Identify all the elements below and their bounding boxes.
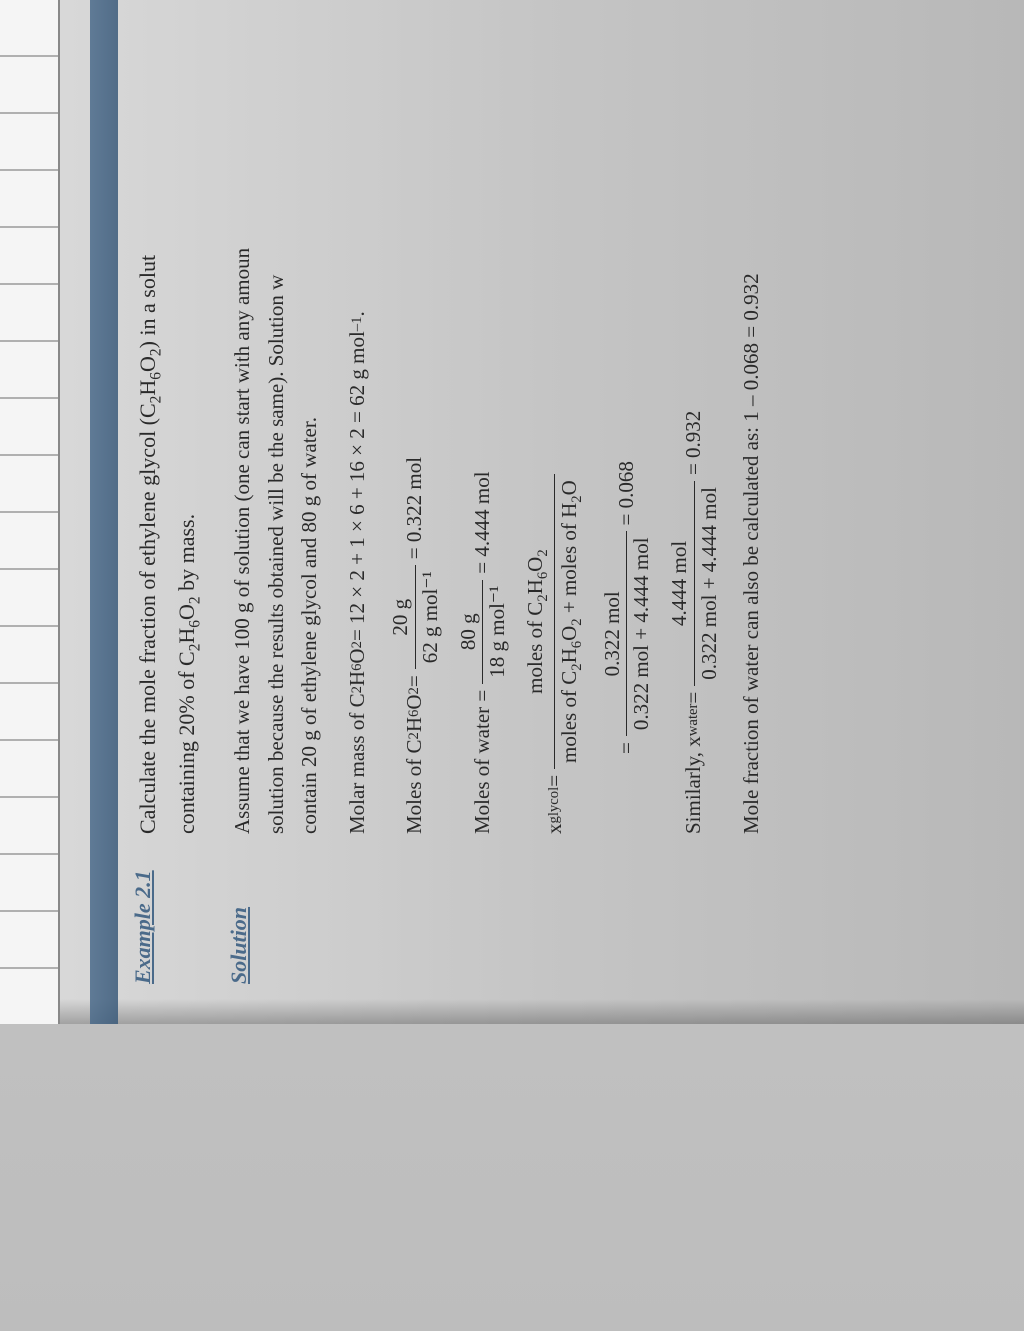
sub: 2 <box>569 495 585 502</box>
sub: 2 <box>535 549 551 556</box>
fraction-x-water: 4.444 mol 0.322 mol + 4.444 mol <box>667 481 720 686</box>
den-a: moles of C <box>557 671 581 763</box>
moles-glycol-line: Moles of C2H6O2 = 20 g 62 g mol⁻¹ = 0.32… <box>388 0 441 834</box>
fraction-water-moles: 80 g 18 g mol⁻¹ <box>456 580 509 684</box>
sub: 2 <box>569 618 585 625</box>
notebook-ruled-edge <box>0 0 60 1024</box>
num: 4.444 mol <box>667 535 693 632</box>
assume-line2: solution because the results obtained wi… <box>260 0 294 834</box>
sub-2c: 2 <box>186 644 203 652</box>
sub: 2 <box>535 594 551 601</box>
x-glycol-def-line: xglycol = moles of C2H6O2 moles of C2H6O… <box>523 0 586 834</box>
fraction-x-glycol-val: 0.322 mol 0.322 mol + 4.444 mol <box>600 531 653 736</box>
x-glycol-val-line: = 0.322 mol 0.322 mol + 4.444 mol = 0.06… <box>600 0 653 834</box>
x-water-a: Similarly, x <box>677 736 711 834</box>
num: moles of C2H6O2 <box>523 543 554 700</box>
sub-2b: 2 <box>147 348 164 356</box>
num-a: moles of C <box>523 602 547 694</box>
x-lhs: x <box>538 824 572 835</box>
moles-water-res: = 4.444 mol <box>466 471 500 573</box>
x-water-sub: water <box>682 704 706 737</box>
problem-line2-a: containing 20% of C <box>174 651 199 834</box>
sub-2d: 2 <box>186 596 203 604</box>
example-block: Example 2.1 Calculate the mole fraction … <box>130 0 208 984</box>
x-sub: glycol <box>543 787 567 824</box>
sub: 2 <box>346 641 370 648</box>
eq: = <box>398 675 432 687</box>
sub: 6 <box>403 710 427 717</box>
sub: 6 <box>346 664 370 671</box>
assume-line3: contain 20 g of ethylene glycol and 80 g… <box>293 0 327 834</box>
eq: = <box>677 692 711 704</box>
molar-a: Molar mass of C <box>341 693 375 834</box>
heading-bar <box>90 0 118 1024</box>
num: 0.322 mol <box>600 585 626 682</box>
sub: 2 <box>346 686 370 693</box>
problem-line1-b: ) in a solut <box>135 255 160 349</box>
sub: 6 <box>569 641 585 648</box>
solution-block: Solution Assume that we have 100 g of so… <box>226 0 782 984</box>
fraction-x-glycol-def: moles of C2H6O2 moles of C2H6O2 + moles … <box>523 474 586 769</box>
num: 80 g <box>456 607 482 656</box>
solution-label: Solution <box>226 834 252 984</box>
x-water-res: = 0.932 <box>677 411 711 475</box>
moles-water-line: Moles of water = 80 g 18 g mol⁻¹ = 4.444… <box>456 0 509 834</box>
example-label: Example 2.1 <box>130 834 156 984</box>
sub: 2 <box>403 732 427 739</box>
sub: 6 <box>535 572 551 579</box>
den: 0.322 mol + 4.444 mol <box>694 481 721 686</box>
sub: 2 <box>403 687 427 694</box>
moles-water-a: Moles of water = <box>466 690 500 834</box>
problem-line1-a: Calculate the mole fraction of ethylene … <box>135 403 160 834</box>
den: 62 g mol⁻¹ <box>415 565 442 669</box>
sub: 2 <box>569 663 585 670</box>
x-glycol-res: = 0.068 <box>610 461 644 525</box>
den: moles of C2H6O2 + moles of H2O <box>554 474 586 769</box>
fraction-glycol-moles: 20 g 62 g mol⁻¹ <box>388 565 441 669</box>
solution-text: Assume that we have 100 g of solution (o… <box>226 0 782 834</box>
problem-line2-b: by mass. <box>174 514 199 597</box>
den: 0.322 mol + 4.444 mol <box>626 531 653 736</box>
moles-glycol-a: Moles of C <box>398 740 432 835</box>
sub-6b: 6 <box>186 620 203 628</box>
den: 18 g mol⁻¹ <box>482 580 509 684</box>
sub-6: 6 <box>147 372 164 380</box>
molar-mass-line: Molar mass of C2H6O2 = 12 × 2 + 1 × 6 + … <box>341 0 375 834</box>
molar-b: = 12 × 2 + 1 × 6 + 16 × 2 = 62 g mol <box>341 331 375 641</box>
moles-glycol-res: = 0.322 mol <box>398 457 432 559</box>
eq: = <box>538 775 572 787</box>
alt-calc-line: Mole fraction of water can also be calcu… <box>735 0 769 834</box>
sub-2: 2 <box>147 396 164 404</box>
sup-neg1: –1 <box>346 317 370 332</box>
problem-text: Calculate the mole fraction of ethylene … <box>130 0 208 834</box>
page-shadow <box>60 999 1024 1024</box>
assume-line1: Assume that we have 100 g of solution (o… <box>226 0 260 834</box>
x-water-line: Similarly, xwater = 4.444 mol 0.322 mol … <box>667 0 720 834</box>
den-c: O <box>557 480 581 495</box>
den-b: + moles of H <box>557 503 581 619</box>
eq: = <box>610 742 644 754</box>
textbook-page: Example 2.1 Calculate the mole fraction … <box>60 0 1024 1024</box>
num: 20 g <box>388 593 414 642</box>
